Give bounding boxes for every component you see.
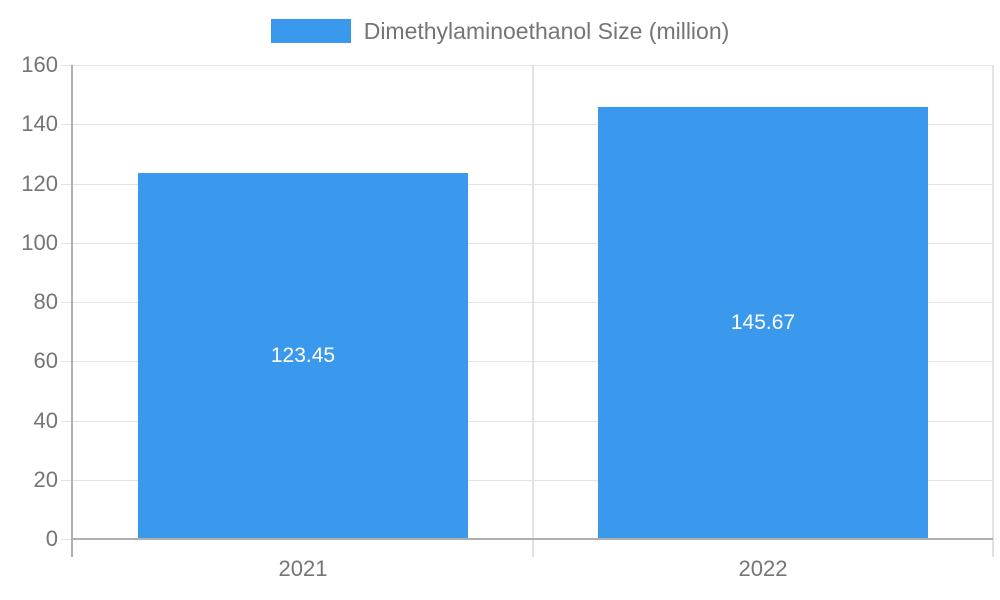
y-axis-tick xyxy=(61,242,73,244)
plot-area: 0 20 40 60 80 100 120 140 160 123.45 2021 145.67 202… xyxy=(21,52,994,581)
y-axis-tick xyxy=(61,479,73,481)
x-axis-label-2022: 2022 xyxy=(738,556,788,581)
y-axis-tick xyxy=(61,65,73,66)
y-axis-tick xyxy=(61,539,73,540)
y-axis-label: 0 xyxy=(45,526,58,551)
y-axis-label: 80 xyxy=(33,289,58,314)
y-axis-tick xyxy=(61,420,73,422)
y-axis-label: 160 xyxy=(21,52,58,77)
category-separator-line xyxy=(992,65,994,539)
x-axis-line xyxy=(73,538,993,540)
y-axis-label: 120 xyxy=(21,170,58,196)
y-axis-tick xyxy=(61,124,73,126)
x-axis-tick xyxy=(532,539,534,557)
bar-value-label: 145.67 xyxy=(730,311,796,335)
y-axis-label: 20 xyxy=(33,466,58,492)
bar-value-label: 123.45 xyxy=(270,344,336,368)
x-axis-label-2021: 2021 xyxy=(278,556,328,581)
y-axis-tick xyxy=(61,183,73,185)
legend[interactable]: Dimethylaminoethanol Size (million) xyxy=(0,18,1000,44)
x-axis-tick xyxy=(992,539,994,557)
y-axis-tick xyxy=(61,361,73,363)
legend-label: Dimethylaminoethanol Size (million) xyxy=(363,17,730,44)
y-axis-label: 100 xyxy=(21,229,58,255)
y-axis-label: 60 xyxy=(33,348,58,374)
y-axis-line xyxy=(71,65,73,557)
bar-2022[interactable] xyxy=(598,107,928,539)
y-axis-tick xyxy=(61,302,73,303)
bar-2021[interactable] xyxy=(138,173,468,539)
category-separator-line xyxy=(532,65,534,539)
y-axis-label: 140 xyxy=(21,111,58,137)
y-axis-label: 40 xyxy=(33,407,58,433)
legend-swatch-icon xyxy=(270,19,351,43)
